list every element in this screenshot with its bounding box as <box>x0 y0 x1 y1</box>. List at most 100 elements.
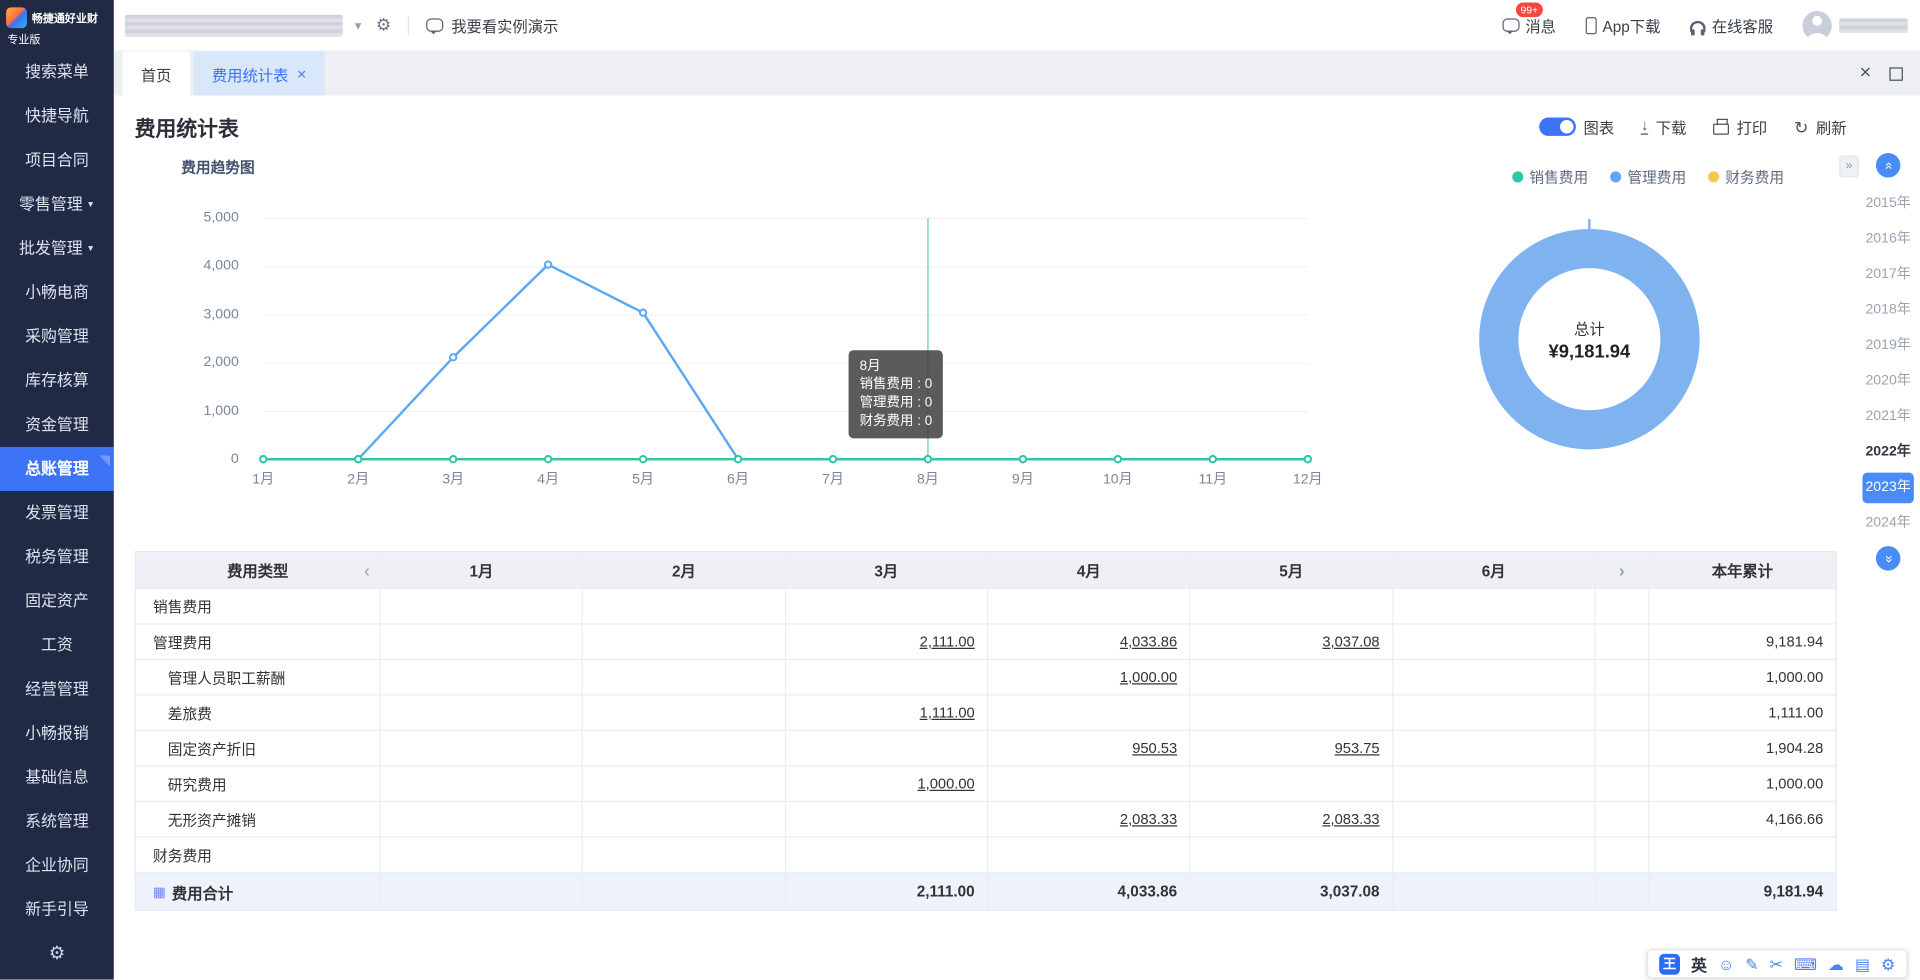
year-item-2020[interactable]: 2020年 <box>1865 373 1911 389</box>
headset-icon <box>1689 20 1706 36</box>
amount-link[interactable]: 953.75 <box>1334 739 1380 757</box>
year-item-2017[interactable]: 2017年 <box>1865 266 1911 282</box>
year-item-2019[interactable]: 2019年 <box>1865 337 1911 353</box>
divider <box>408 15 410 35</box>
sidebar-item-label: 批发管理 <box>18 238 83 258</box>
chevron-down-icon[interactable]: ▼ <box>352 18 364 32</box>
ime-pen-icon[interactable]: ✎ <box>1745 954 1759 973</box>
ime-lang-toggle[interactable]: 英 <box>1691 955 1707 975</box>
sidebar-item-4[interactable]: 零售管理 ▼ <box>0 182 114 226</box>
legend-item[interactable]: 财务费用 <box>1708 167 1784 188</box>
sidebar-item-9[interactable]: 资金管理 <box>0 403 114 447</box>
sidebar-item-15[interactable]: 经营管理 <box>0 667 114 711</box>
sidebar-item-3[interactable]: 项目合同 <box>0 138 114 182</box>
refresh-button[interactable]: ↻ 刷新 <box>1794 115 1846 138</box>
toggle-switch[interactable] <box>1539 117 1577 136</box>
years-scroll-up-button[interactable]: « <box>1875 153 1901 178</box>
tab-close-icon[interactable]: × <box>296 64 307 83</box>
year-item-2022[interactable]: 2022年 <box>1865 444 1911 460</box>
year-item-2018[interactable]: 2018年 <box>1865 302 1911 318</box>
sidebar-item-label: 工资 <box>41 635 73 654</box>
tab-bar-actions: × <box>1860 51 1920 95</box>
legend-item[interactable]: 销售费用 <box>1512 167 1588 188</box>
company-selector-redacted[interactable] <box>124 14 343 37</box>
sidebar-item-19[interactable]: 企业协同 <box>0 844 114 888</box>
sidebar-item-label: 税务管理 <box>25 547 89 566</box>
sidebar-item-14[interactable]: 工资 <box>0 623 114 667</box>
x-tick-label: 2月 <box>347 472 370 488</box>
online-support-button[interactable]: 在线客服 <box>1689 13 1774 36</box>
amount-link[interactable]: 1,111.00 <box>919 704 975 722</box>
sidebar-item-label: 小畅报销 <box>25 723 89 743</box>
ime-emoji-icon[interactable]: ☺ <box>1717 954 1735 973</box>
topbar-gear-icon[interactable]: ⚙ <box>375 14 392 35</box>
row-label: 无形资产摊销 <box>167 811 256 829</box>
months-next-icon[interactable]: › <box>1618 560 1625 580</box>
x-tick-label: 8月 <box>916 472 939 488</box>
month-value-cell: 3,037.08 <box>1191 873 1394 910</box>
sidebar-item-label: 经营管理 <box>25 679 89 698</box>
year-item-2015[interactable]: 2015年 <box>1865 195 1911 211</box>
table-row: 无形资产摊销 2,083.33 2,083.33 4,166.66 <box>135 802 1836 838</box>
print-button[interactable]: 打印 <box>1713 115 1767 138</box>
amount-link[interactable]: 2,083.33 <box>1322 810 1380 828</box>
row-label-cell: 财务费用 <box>136 837 381 872</box>
tab-1[interactable]: 首页 <box>122 51 190 96</box>
sidebar-item-10[interactable]: 总账管理 <box>0 446 114 492</box>
sidebar-item-17[interactable]: 基础信息 <box>0 756 114 800</box>
message-bubble-icon <box>1502 18 1520 35</box>
amount-link[interactable]: 4,033.86 <box>1119 633 1178 651</box>
year-item-2016[interactable]: 2016年 <box>1865 231 1911 247</box>
ime-settings-icon[interactable]: ⚙ <box>1881 954 1896 973</box>
demo-link[interactable]: 我要看实例演示 <box>426 13 558 36</box>
year-item-2024[interactable]: 2024年 <box>1865 515 1911 531</box>
fullscreen-icon[interactable] <box>1889 66 1903 81</box>
month-value-cell <box>988 695 1191 730</box>
months-prev-icon[interactable]: ‹ <box>364 560 370 580</box>
avatar[interactable] <box>1802 10 1832 40</box>
online-support-label: 在线客服 <box>1711 18 1774 36</box>
sidebar-item-label: 新手引导 <box>25 900 89 919</box>
table-row: 管理费用 2,111.00 4,033.86 3,037.08 9,181.94 <box>135 624 1836 660</box>
expense-donut-chart: 总计 ¥9,181.94 <box>1479 219 1700 450</box>
sidebar-item-8[interactable]: 库存核算 <box>0 359 114 403</box>
ime-logo-icon[interactable]: 王 <box>1659 953 1680 975</box>
ime-keyboard-icon[interactable]: ⌨ <box>1794 954 1817 973</box>
amount-link[interactable]: 2,083.33 <box>1119 810 1178 828</box>
amount-link[interactable]: 3,037.08 <box>1322 633 1380 651</box>
year-item-2021[interactable]: 2021年 <box>1865 408 1911 424</box>
download-button[interactable]: ↓ 下载 <box>1641 115 1686 138</box>
close-icon[interactable]: × <box>1859 62 1872 84</box>
sidebar-item-5[interactable]: 批发管理 ▼ <box>0 227 114 271</box>
amount-link[interactable]: 1,000.00 <box>1119 668 1178 686</box>
year-panel-collapse-button[interactable]: » <box>1839 155 1859 178</box>
ime-cloud-icon[interactable]: ☁ <box>1828 954 1844 973</box>
ytd-total-cell: 9,181.94 <box>1763 882 1824 900</box>
sidebar-item-6[interactable]: 小畅电商 <box>0 271 114 315</box>
messages-button[interactable]: 消息 99+ <box>1502 2 1556 36</box>
sidebar-item-13[interactable]: 固定资产 <box>0 579 114 623</box>
amount-link[interactable]: 2,111.00 <box>919 633 975 651</box>
month-value-cell <box>786 588 989 624</box>
sidebar-settings-gear-icon[interactable]: ⚙ <box>48 942 66 964</box>
sidebar-item-12[interactable]: 税务管理 <box>0 535 114 579</box>
expense-table-body: 销售费用 管理费用 2,111.00 4,033.86 3,037.08 9,181.94… <box>135 588 1836 912</box>
legend-item[interactable]: 管理费用 <box>1610 167 1686 188</box>
year-item-2023[interactable]: 2023年 <box>1862 472 1914 504</box>
sidebar-item-18[interactable]: 系统管理 <box>0 800 114 844</box>
sidebar-item-16[interactable]: 小畅报销 <box>0 711 114 755</box>
years-scroll-down-button[interactable]: » <box>1875 546 1901 571</box>
sidebar-item-20[interactable]: 新手引导 <box>0 888 114 932</box>
sidebar-item-7[interactable]: 采购管理 <box>0 315 114 359</box>
download-label: 下载 <box>1655 120 1687 138</box>
sidebar-item-1[interactable]: 搜索菜单 <box>0 50 114 94</box>
sidebar-item-11[interactable]: 发票管理 <box>0 491 114 535</box>
amount-link[interactable]: 950.53 <box>1132 739 1178 757</box>
amount-link[interactable]: 1,000.00 <box>917 775 975 793</box>
ime-toolbox-icon[interactable]: ▤ <box>1854 954 1871 973</box>
ime-scissors-icon[interactable]: ✂ <box>1769 954 1783 973</box>
chart-toggle[interactable]: 图表 <box>1539 115 1614 138</box>
app-download-button[interactable]: App下载 <box>1585 13 1660 36</box>
tab-2[interactable]: 费用统计表 × <box>193 51 325 96</box>
sidebar-item-2[interactable]: 快捷导航 <box>0 94 114 138</box>
